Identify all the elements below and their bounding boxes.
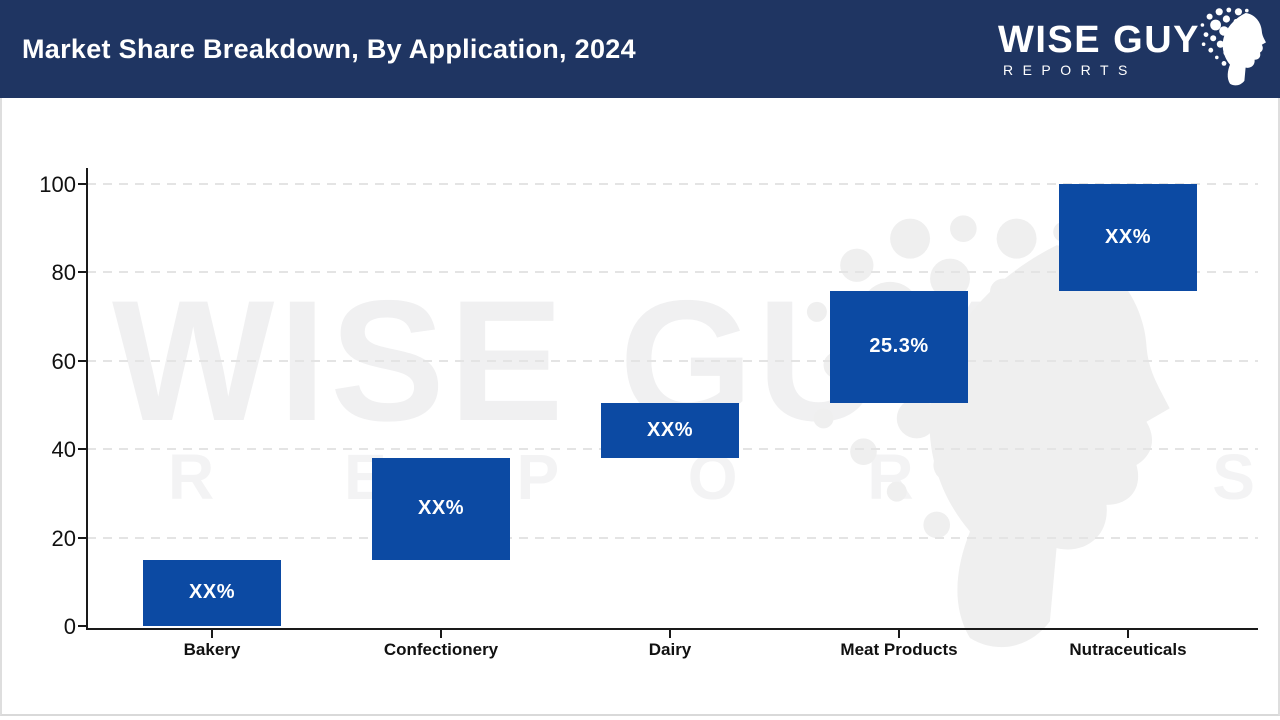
x-axis-label: Dairy	[648, 640, 692, 659]
logo-text: WISE GUY REPORTS	[998, 21, 1200, 77]
y-axis-tick	[78, 536, 86, 539]
bar-value-label: XX%	[1105, 225, 1151, 248]
x-axis-label: Meat Products	[840, 640, 958, 659]
page-title: Market Share Breakdown, By Application, …	[22, 33, 636, 64]
gridline	[87, 359, 1258, 362]
header: Market Share Breakdown, By Application, …	[0, 0, 1280, 98]
waterfall-bar: 25.3%	[830, 290, 968, 403]
y-axis-tick-label: 20	[51, 525, 76, 551]
waterfall-bar: XX%	[601, 402, 739, 459]
bar-value-label: XX%	[418, 497, 464, 520]
gridline	[87, 183, 1258, 185]
gridline	[87, 536, 1258, 539]
y-axis-line	[86, 168, 88, 630]
y-axis-tick-label: 100	[39, 172, 76, 197]
y-axis-tick	[78, 359, 86, 362]
x-axis-tick	[211, 630, 213, 638]
gridline	[87, 271, 1258, 274]
x-axis-tick	[1127, 630, 1129, 638]
bar-value-label: 25.3%	[869, 335, 929, 358]
x-axis-tick	[898, 630, 900, 638]
y-axis-tick-label: 0	[63, 614, 76, 639]
y-axis-tick-label: 40	[51, 437, 76, 463]
wiseguy-logo: WISE GUY REPORTS	[998, 7, 1266, 91]
y-axis-tick	[78, 448, 86, 451]
x-axis-label: Nutraceuticals	[1069, 640, 1187, 659]
logo-subtitle: REPORTS	[1002, 62, 1137, 78]
waterfall-bar: XX%	[143, 559, 281, 626]
waterfall-bar: XX%	[372, 458, 510, 560]
y-axis-tick-label: 60	[51, 348, 76, 374]
logo-wordmark: WISE GUY	[997, 19, 1200, 61]
x-axis-label: Confectionery	[383, 640, 499, 659]
y-axis-tick	[78, 625, 86, 627]
y-axis-tick	[78, 183, 86, 185]
x-axis-tick	[440, 630, 442, 638]
bar-value-label: XX%	[647, 418, 693, 441]
waterfall-bar: XX%	[1059, 184, 1197, 291]
x-axis-tick	[669, 630, 671, 638]
x-axis-label: Bakery	[183, 640, 241, 659]
x-axis-line	[86, 628, 1258, 630]
bar-value-label: XX%	[189, 581, 235, 604]
y-axis-tick-label: 80	[51, 260, 76, 286]
y-axis-tick	[78, 271, 86, 274]
